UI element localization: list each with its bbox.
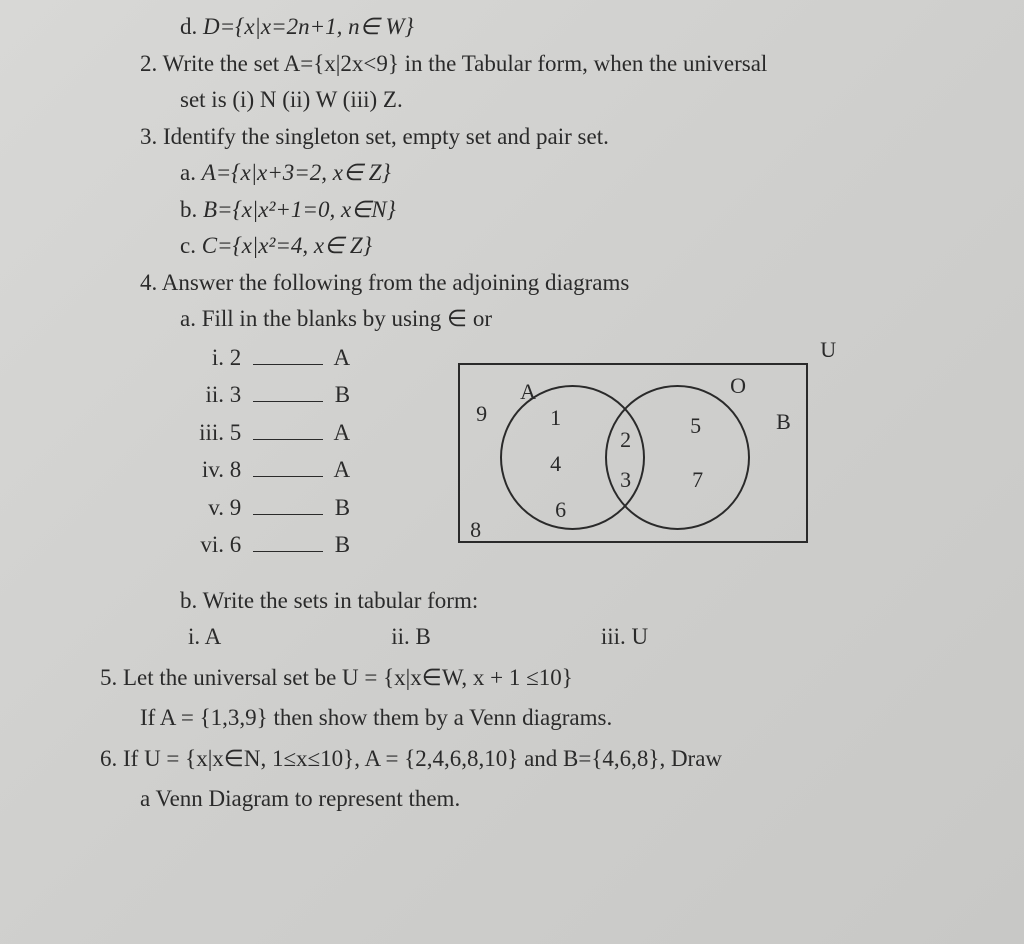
- tab-i: i. A: [188, 620, 221, 655]
- q4-fill-row: i. 2 A ii. 3 B iii. 5 A iv. 8 A v. 9 B: [100, 341, 964, 566]
- q3c-text: C={x|x²=4, x∈ Z}: [202, 233, 372, 258]
- q4-line: 4. Answer the following from the adjoini…: [140, 266, 964, 301]
- q4-tabular-row: i. A ii. B iii. U: [188, 620, 964, 655]
- blank-line: [253, 401, 323, 402]
- venn-9: 9: [476, 397, 487, 430]
- q4b-text: Write the sets in tabular form:: [203, 588, 479, 613]
- fill-i-roman: i.: [188, 341, 224, 376]
- venn-circle-b: [605, 385, 750, 530]
- fill-v: v. 9 B: [188, 491, 350, 526]
- q3-num: 3.: [140, 124, 157, 149]
- q6-num: 6.: [100, 746, 117, 771]
- blank-line: [253, 476, 323, 477]
- q4b: b. Write the sets in tabular form:: [180, 584, 964, 619]
- q2-text-a: Write the set A={x|2x<9} in the Tabular …: [163, 51, 768, 76]
- fill-i: i. 2 A: [188, 341, 350, 376]
- blank-line: [253, 514, 323, 515]
- q6-line2: a Venn Diagram to represent them.: [140, 782, 964, 817]
- q3b-text: B={x|x²+1=0, x∈N}: [203, 197, 396, 222]
- q3a: a. A={x|x+3=2, x∈ Z}: [180, 156, 964, 191]
- fill-iii-left: 5: [230, 420, 242, 445]
- q4a: a. Fill in the blanks by using ∈ or: [180, 302, 964, 337]
- q5-text-a: Let the universal set be U = {x|x∈W, x +…: [123, 665, 573, 690]
- fill-iii-roman: iii.: [188, 416, 224, 451]
- q3c: c. C={x|x²=4, x∈ Z}: [180, 229, 964, 264]
- fill-iv: iv. 8 A: [188, 453, 350, 488]
- q6-line1: 6. If U = {x|x∈N, 1≤x≤10}, A = {2,4,6,8,…: [100, 742, 964, 777]
- q3-line: 3. Identify the singleton set, empty set…: [140, 120, 964, 155]
- venn-b-label: B: [776, 405, 791, 438]
- fill-iii-right: A: [333, 420, 350, 445]
- fill-vi-left: 6: [230, 532, 242, 557]
- fill-ii-right: B: [335, 382, 350, 407]
- q3a-text: A={x|x+3=2, x∈ Z}: [202, 160, 391, 185]
- fill-i-right: A: [333, 345, 350, 370]
- q6-text-a: If U = {x|x∈N, 1≤x≤10}, A = {2,4,6,8,10}…: [123, 746, 722, 771]
- q3c-label: c.: [180, 233, 196, 258]
- fill-i-left: 2: [230, 345, 242, 370]
- q2-line1: 2. Write the set A={x|2x<9} in the Tabul…: [140, 47, 964, 82]
- fill-v-right: B: [335, 495, 350, 520]
- q5-line1: 5. Let the universal set be U = {x|x∈W, …: [100, 661, 964, 696]
- venn-1: 1: [550, 401, 561, 434]
- q5-num: 5.: [100, 665, 117, 690]
- venn-diagram: U A O B 9 8 1 4 6 2 3 5 7: [440, 345, 830, 555]
- venn-5: 5: [690, 409, 701, 442]
- fill-vi-roman: vi.: [188, 528, 224, 563]
- fill-iv-roman: iv.: [188, 453, 224, 488]
- q3b: b. B={x|x²+1=0, x∈N}: [180, 193, 964, 228]
- fill-vi: vi. 6 B: [188, 528, 350, 563]
- fill-iv-left: 8: [230, 457, 242, 482]
- blank-line: [253, 439, 323, 440]
- q2-line2: set is (i) N (ii) W (iii) Z.: [180, 83, 964, 118]
- q4a-text: Fill in the blanks by using ∈ or: [202, 306, 492, 331]
- q3a-label: a.: [180, 160, 196, 185]
- q6-text-b: a Venn Diagram to represent them.: [140, 786, 460, 811]
- q1d-label: d.: [180, 14, 197, 39]
- venn-a-label: A: [520, 375, 536, 408]
- q3b-label: b.: [180, 197, 197, 222]
- blank-line: [253, 551, 323, 552]
- q4b-label: b.: [180, 588, 197, 613]
- venn-7: 7: [692, 463, 703, 496]
- fill-list: i. 2 A ii. 3 B iii. 5 A iv. 8 A v. 9 B: [188, 341, 350, 566]
- venn-o-label: O: [730, 369, 746, 402]
- fill-vi-right: B: [335, 532, 350, 557]
- q1d-text: D={x|x=2n+1, n∈ W}: [203, 14, 414, 39]
- venn-8: 8: [470, 513, 481, 546]
- q1-option-d: d. D={x|x=2n+1, n∈ W}: [180, 10, 964, 45]
- fill-ii-roman: ii.: [188, 378, 224, 413]
- venn-2: 2: [620, 423, 631, 456]
- blank-line: [253, 364, 323, 365]
- fill-v-left: 9: [230, 495, 242, 520]
- venn-u-label: U: [820, 333, 836, 366]
- q2-num: 2.: [140, 51, 157, 76]
- q4-num: 4.: [140, 270, 157, 295]
- q5-line2: If A = {1,3,9} then show them by a Venn …: [140, 701, 964, 736]
- q3-text: Identify the singleton set, empty set an…: [163, 124, 609, 149]
- q5-text-b: If A = {1,3,9} then show them by a Venn …: [140, 705, 612, 730]
- q2-text-b: set is (i) N (ii) W (iii) Z.: [180, 87, 403, 112]
- fill-iv-right: A: [333, 457, 350, 482]
- fill-iii: iii. 5 A: [188, 416, 350, 451]
- fill-ii-left: 3: [230, 382, 242, 407]
- q4a-label: a.: [180, 306, 196, 331]
- q4-text: Answer the following from the adjoining …: [162, 270, 630, 295]
- fill-ii: ii. 3 B: [188, 378, 350, 413]
- tab-ii: ii. B: [391, 620, 431, 655]
- tab-iii: iii. U: [601, 620, 648, 655]
- venn-3: 3: [620, 463, 631, 496]
- venn-6: 6: [555, 493, 566, 526]
- venn-4: 4: [550, 447, 561, 480]
- fill-v-roman: v.: [188, 491, 224, 526]
